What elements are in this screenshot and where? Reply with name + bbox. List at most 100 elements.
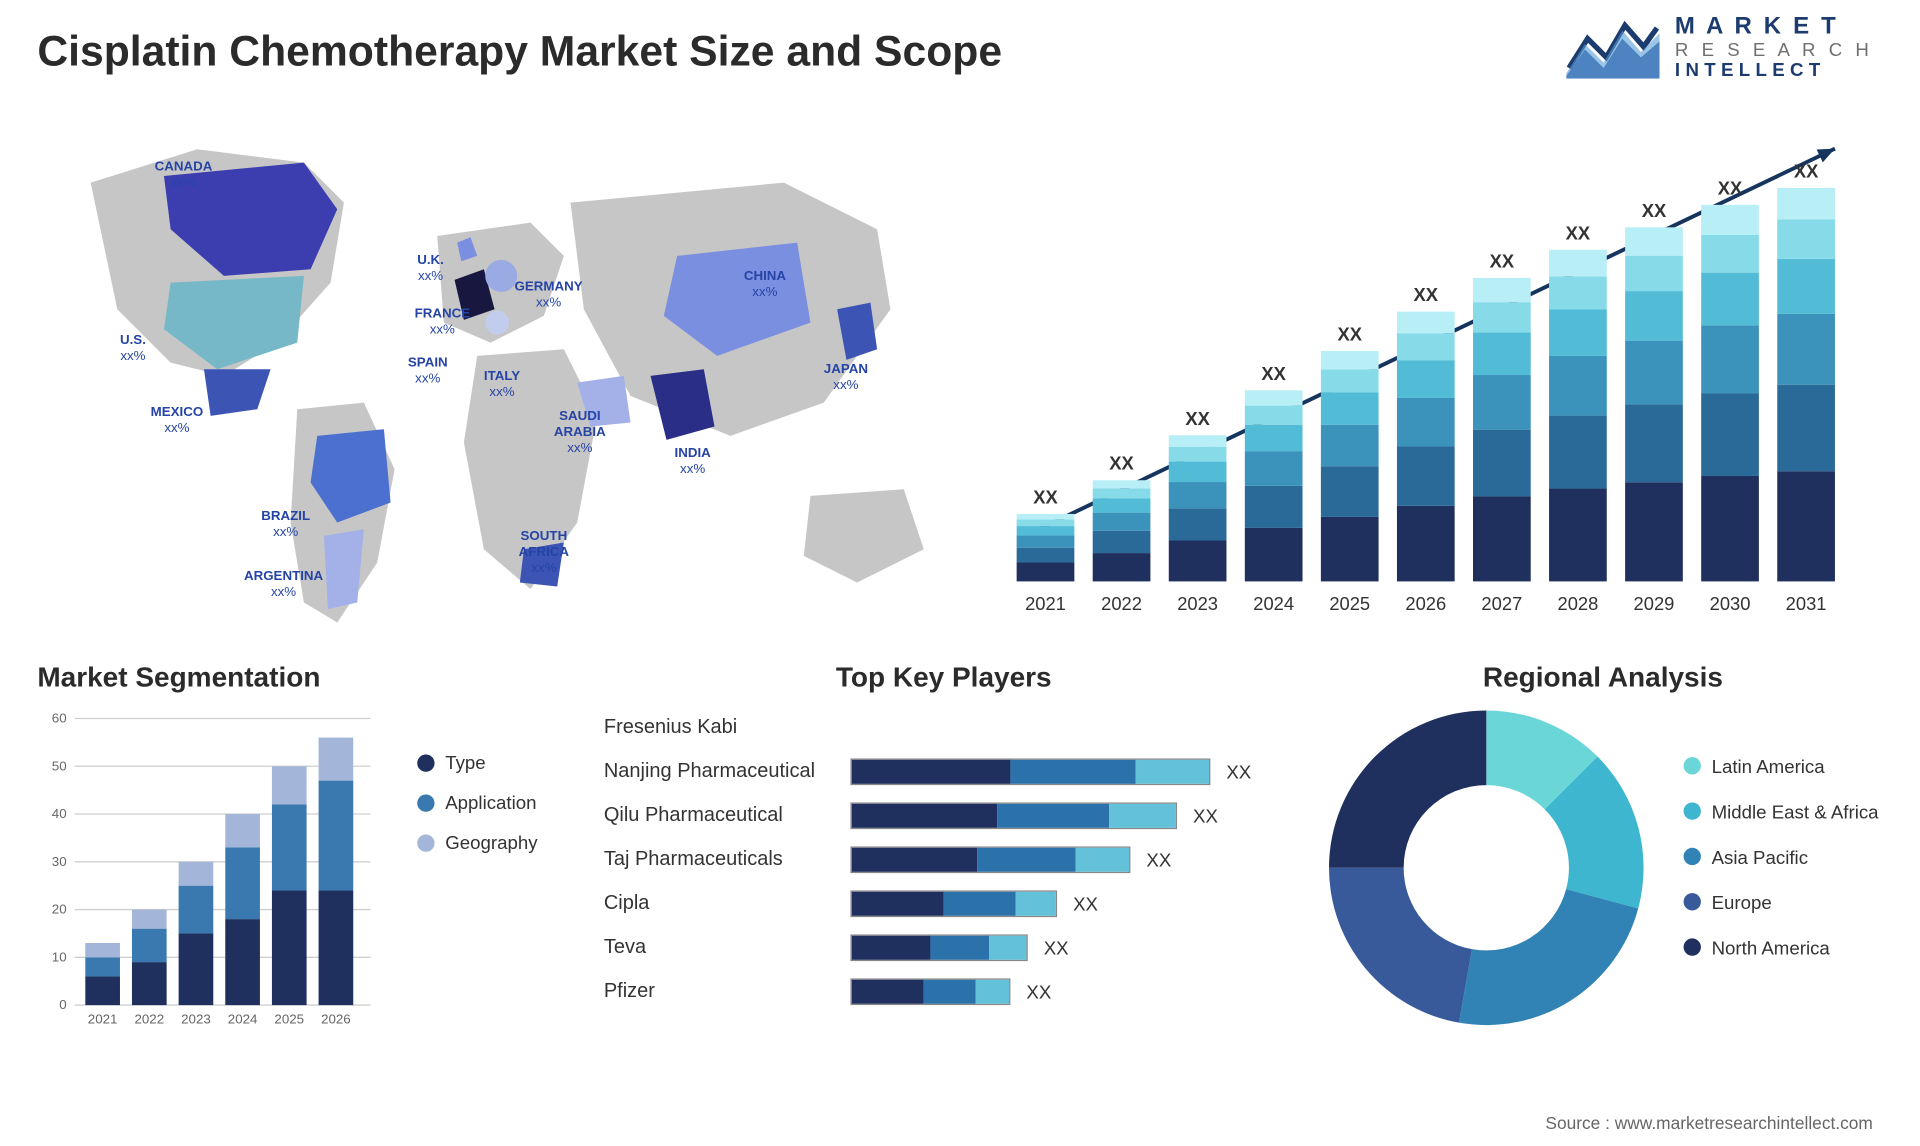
svg-text:2021: 2021 [88,1012,118,1027]
svg-text:2023: 2023 [1177,593,1218,614]
svg-text:XX: XX [1642,200,1667,221]
player-label: Fresenius Kabi [604,705,837,749]
svg-text:50: 50 [52,758,67,773]
player-bar-row: XX [850,925,1283,969]
top-row: CANADAxx% U.S.xx% MEXICOxx% BRAZILxx% ARGENT… [37,109,1882,642]
bottom-row: Market Segmentation 0 10 20 30 40 50 60 2021 202… [37,663,1882,1039]
svg-text:2025: 2025 [1329,593,1370,614]
svg-text:2027: 2027 [1481,593,1522,614]
player-label: Pfizer [604,969,837,1013]
svg-text:XX: XX [1109,453,1134,474]
player-label: Nanjing Pharmaceutical [604,749,837,793]
legend-item: Asia Pacific [1684,846,1879,867]
svg-text:2024: 2024 [228,1012,258,1027]
player-value: XX [1044,936,1069,957]
svg-text:2031: 2031 [1786,593,1827,614]
svg-text:XX: XX [1566,222,1591,243]
map-label: BRAZILxx% [261,509,310,541]
svg-text:2023: 2023 [181,1012,211,1027]
legend-item: Latin America [1684,755,1879,776]
svg-text:XX: XX [1261,363,1286,384]
source-attribution: Source : www.marketresearchintellect.com [1545,1113,1872,1133]
player-label: Qilu Pharmaceutical [604,793,837,837]
regional-panel: Regional Analysis Latin America Middle Ea… [1324,663,1883,1039]
map-label: MEXICOxx% [151,405,204,437]
svg-text:XX: XX [1337,323,1362,344]
map-label: ITALYxx% [484,369,520,401]
map-label: CANADAxx% [155,160,213,192]
player-value: XX [1073,892,1098,913]
map-label: U.S.xx% [120,333,146,365]
regional-legend: Latin America Middle East & Africa Asia Pa… [1684,755,1879,982]
svg-text:60: 60 [52,710,67,725]
key-players-bars: XX XX XX XX XX XX [850,705,1283,1013]
logo-icon [1566,15,1659,79]
forecast-chart: XX 2021 XX 2022 XX 2023 XX 2024 XX 2025 XX 2026 XX 20… [990,109,1882,642]
player-value: XX [1193,804,1218,825]
key-players-labels: Fresenius KabiNanjing PharmaceuticalQilu… [604,705,837,1013]
player-bar-row: XX [850,837,1283,881]
legend-item: North America [1684,936,1879,957]
player-value: XX [1146,848,1171,869]
key-players-title: Top Key Players [604,663,1284,695]
player-value: XX [1226,760,1251,781]
svg-text:2021: 2021 [1025,593,1066,614]
svg-text:2030: 2030 [1710,593,1751,614]
svg-text:2025: 2025 [274,1012,304,1027]
player-label: Teva [604,925,837,969]
legend-item: Middle East & Africa [1684,800,1879,821]
regional-donut [1324,705,1651,1032]
player-label: Cipla [604,881,837,925]
map-label: SAUDI ARABIAxx% [533,409,626,457]
svg-text:XX: XX [1185,408,1210,429]
svg-text:2024: 2024 [1253,593,1294,614]
infographic-page: Cisplatin Chemotherapy Market Size and S… [0,0,1920,1146]
segmentation-title: Market Segmentation [37,663,564,695]
map-label: ARGENTINAxx% [244,569,323,601]
player-bar-row: XX [850,969,1283,1013]
svg-text:XX: XX [1794,161,1819,182]
svg-text:2022: 2022 [134,1012,164,1027]
map-label: JAPANxx% [824,363,868,395]
segmentation-chart: 0 10 20 30 40 50 60 2021 2022 2023 2024 2025 2026 [37,705,377,1038]
player-value: XX [1026,980,1051,1001]
segmentation-panel: Market Segmentation 0 10 20 30 40 50 60 2021 202… [37,663,564,1039]
brand-logo: M A R K E T R E S E A R C H INTELLECT [1566,13,1873,80]
map-label: INDIAxx% [674,447,710,479]
map-label: CHINAxx% [744,269,786,301]
map-label: GERMANYxx% [515,280,583,312]
legend-item: Europe [1684,891,1879,912]
map-label: FRANCExx% [415,307,471,339]
logo-text: M A R K E T R E S E A R C H INTELLECT [1675,13,1873,80]
svg-text:40: 40 [52,806,67,821]
regional-title: Regional Analysis [1324,663,1883,695]
world-map: CANADAxx% U.S.xx% MEXICOxx% BRAZILxx% ARGENT… [37,109,970,642]
map-label: SOUTH AFRICAxx% [497,529,590,577]
key-players-panel: Top Key Players Fresenius KabiNanjing Ph… [604,663,1284,1039]
svg-text:20: 20 [52,902,67,917]
player-bar-row: XX [850,881,1283,925]
svg-text:XX: XX [1033,486,1058,507]
svg-text:0: 0 [59,997,66,1012]
svg-text:2022: 2022 [1101,593,1142,614]
player-label: Taj Pharmaceuticals [604,837,837,881]
svg-text:30: 30 [52,854,67,869]
svg-text:2026: 2026 [321,1012,351,1027]
map-label: SPAINxx% [408,356,448,388]
svg-text:2029: 2029 [1634,593,1675,614]
legend-item: Geography [417,832,537,853]
player-bar-row: XX [850,793,1283,837]
svg-text:XX: XX [1490,250,1515,271]
svg-text:10: 10 [52,949,67,964]
legend-item: Type [417,752,537,773]
svg-text:2028: 2028 [1558,593,1599,614]
legend-item: Application [417,792,537,813]
map-label: U.K.xx% [417,253,444,285]
svg-text:2026: 2026 [1405,593,1446,614]
svg-text:XX: XX [1718,177,1743,198]
segmentation-legend: Type Application Geography [417,705,537,1038]
svg-text:XX: XX [1414,284,1439,305]
forecast-svg: XX 2021 XX 2022 XX 2023 XX 2024 XX 2025 XX 2026 XX 20… [990,109,1882,634]
player-bar-row: XX [850,749,1283,793]
player-bar-row [850,705,1283,749]
